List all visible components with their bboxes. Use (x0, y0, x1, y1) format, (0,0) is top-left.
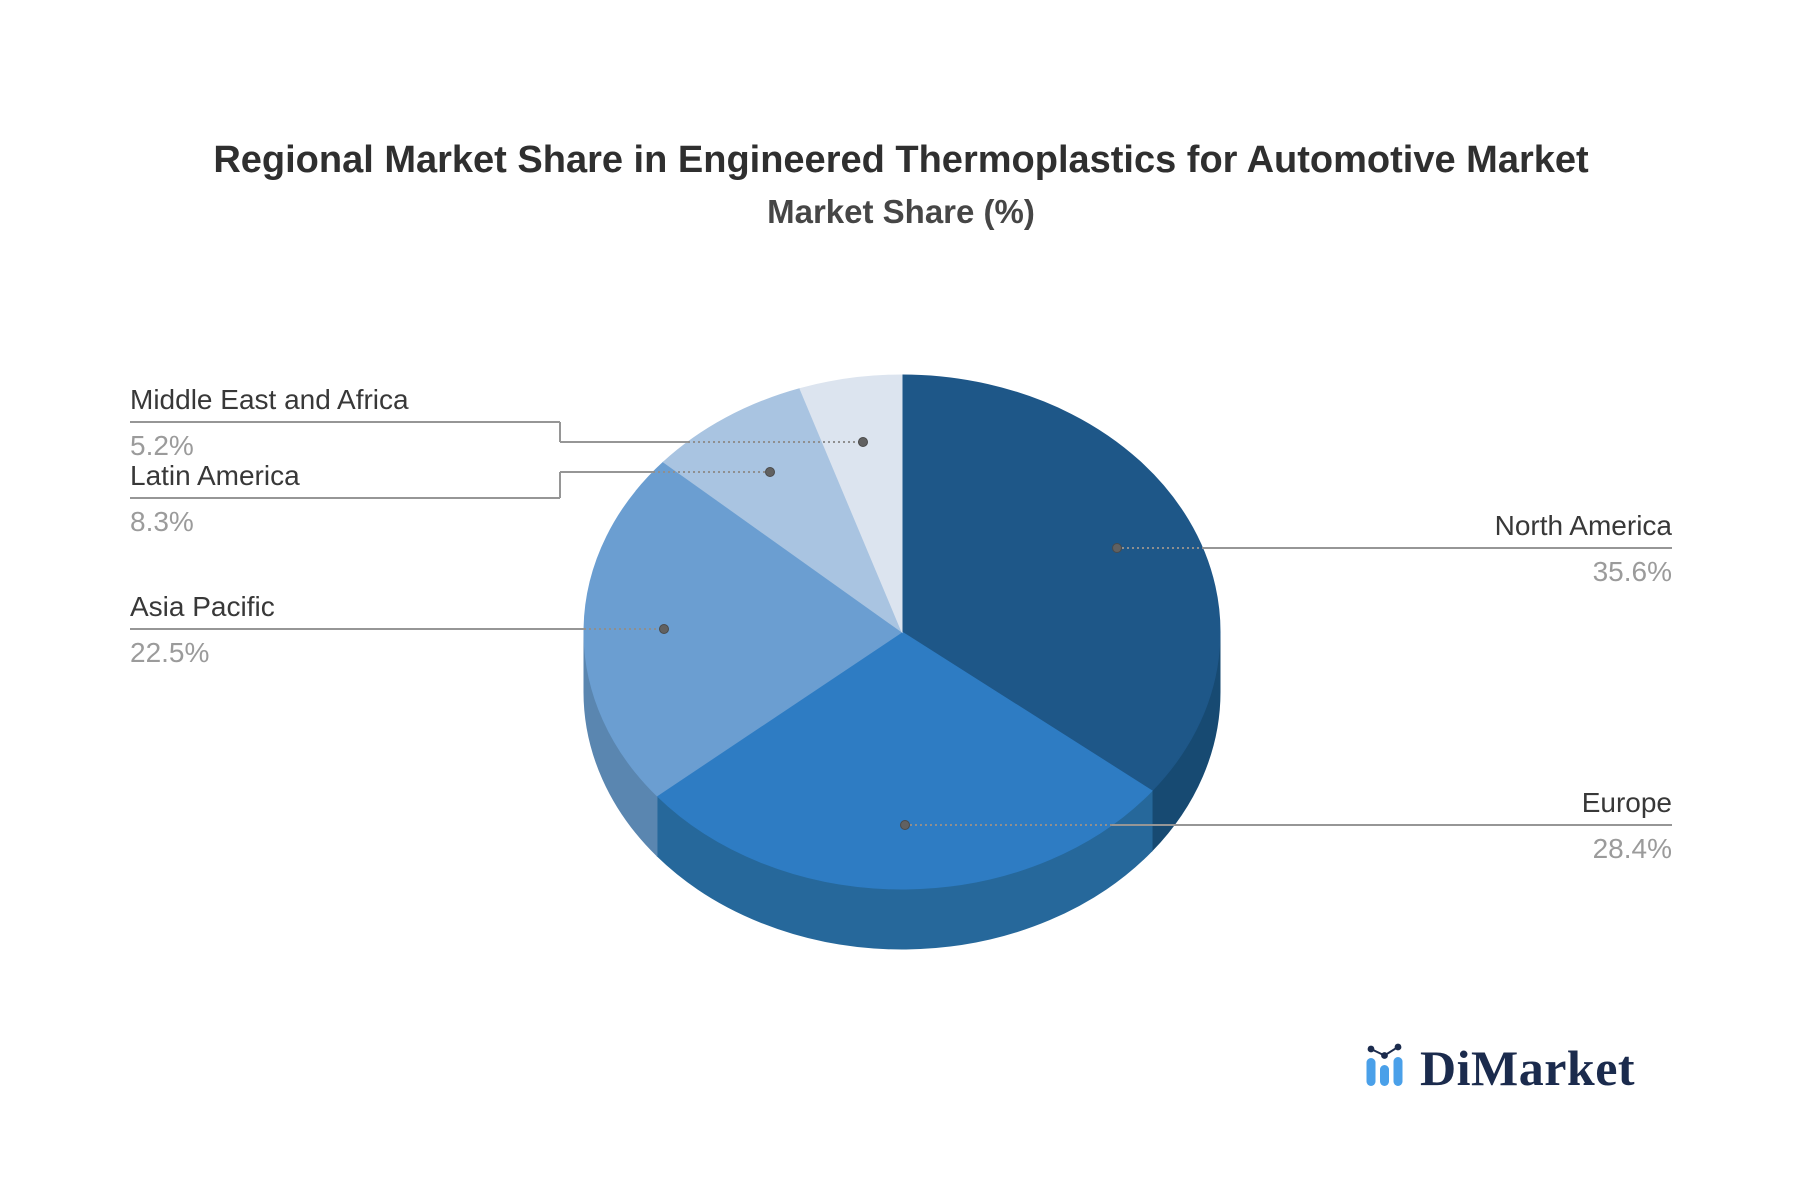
logo-bars-icon (1366, 1043, 1403, 1086)
logo-wordmark: DiMarket (1420, 1040, 1636, 1096)
chart-subtitle: Market Share (%) (767, 193, 1035, 230)
slice-label-name: Europe (1581, 787, 1672, 818)
chart-title: Regional Market Share in Engineered Ther… (213, 139, 1589, 181)
slice-anchor-dot (765, 467, 775, 477)
slice-label-percent: 35.6% (1592, 556, 1672, 587)
slice-label-percent: 28.4% (1592, 833, 1672, 864)
pie-slice-europe[interactable] (656, 631, 1153, 890)
slice-label-name: Latin America (130, 460, 300, 491)
slice-anchor-dot (1112, 543, 1122, 553)
slice-label-percent: 5.2% (130, 430, 194, 461)
slice-label-name: Middle East and Africa (130, 384, 409, 415)
pie-slice-north-america[interactable] (901, 374, 1221, 792)
slice-label-percent: 22.5% (130, 637, 210, 668)
dimarket-logo: DiMarket (1366, 1040, 1635, 1096)
pie-slice-asia-pacific[interactable] (583, 461, 903, 797)
slice-anchor-dot (858, 437, 868, 447)
pie-slice-middle-east-and-africa[interactable] (799, 374, 903, 633)
slice-anchor-dot (659, 624, 669, 634)
slice-label-name: Asia Pacific (130, 591, 275, 622)
slice-label-percent: 8.3% (130, 506, 194, 537)
slice-anchor-dot (900, 820, 910, 830)
pie-slice-latin-america[interactable] (662, 387, 904, 634)
slice-label-name: North America (1494, 510, 1672, 541)
